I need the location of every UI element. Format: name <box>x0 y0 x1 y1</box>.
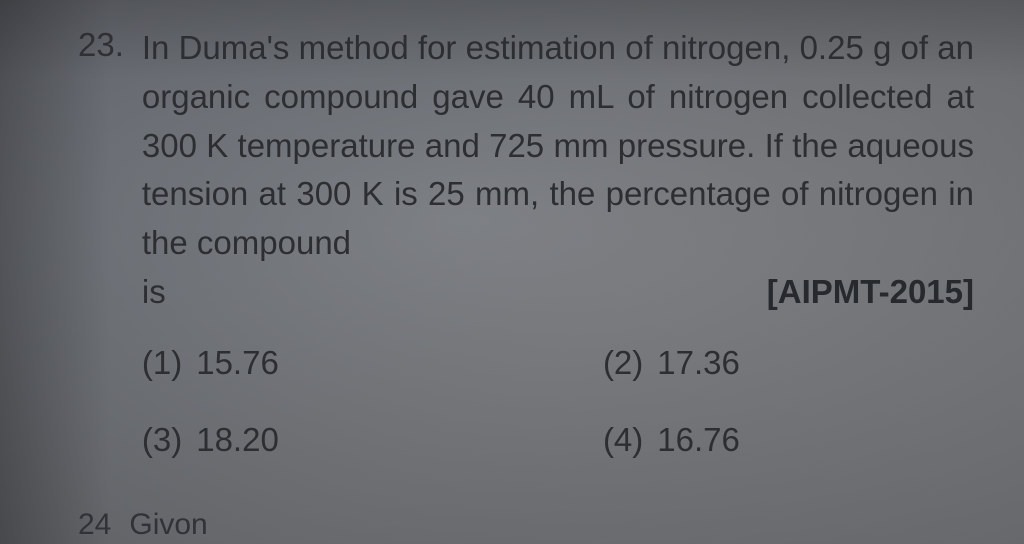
question-last-line: is [AIPMT-2015] <box>142 268 974 317</box>
option-label: (3) <box>142 416 182 465</box>
option-3: (3) 18.20 <box>142 416 513 465</box>
next-question-text-partial: Givon <box>129 508 207 542</box>
option-1: (1) 15.76 <box>142 339 513 388</box>
option-label: (4) <box>603 416 643 465</box>
options-grid: (1) 15.76 (2) 17.36 (3) 18.20 (4) 16.76 <box>142 339 974 465</box>
question-text: In Duma's method for estimation of nitro… <box>142 24 974 465</box>
option-label: (1) <box>142 339 182 388</box>
option-value: 17.36 <box>657 339 740 388</box>
question-source: [AIPMT-2015] <box>767 268 974 317</box>
next-question-partial: 24 Givon <box>78 508 208 542</box>
option-value: 18.20 <box>196 416 279 465</box>
question-block: 23. In Duma's method for estimation of n… <box>78 24 974 465</box>
question-tail: is <box>142 268 166 317</box>
option-2: (2) 17.36 <box>603 339 974 388</box>
next-question-number: 24 <box>78 508 111 542</box>
option-label: (2) <box>603 339 643 388</box>
option-value: 16.76 <box>657 416 740 465</box>
option-value: 15.76 <box>196 339 279 388</box>
question-number: 23. <box>78 24 124 64</box>
question-body: In Duma's method for estimation of nitro… <box>142 29 974 261</box>
page-content: 23. In Duma's method for estimation of n… <box>78 24 974 465</box>
option-4: (4) 16.76 <box>603 416 974 465</box>
